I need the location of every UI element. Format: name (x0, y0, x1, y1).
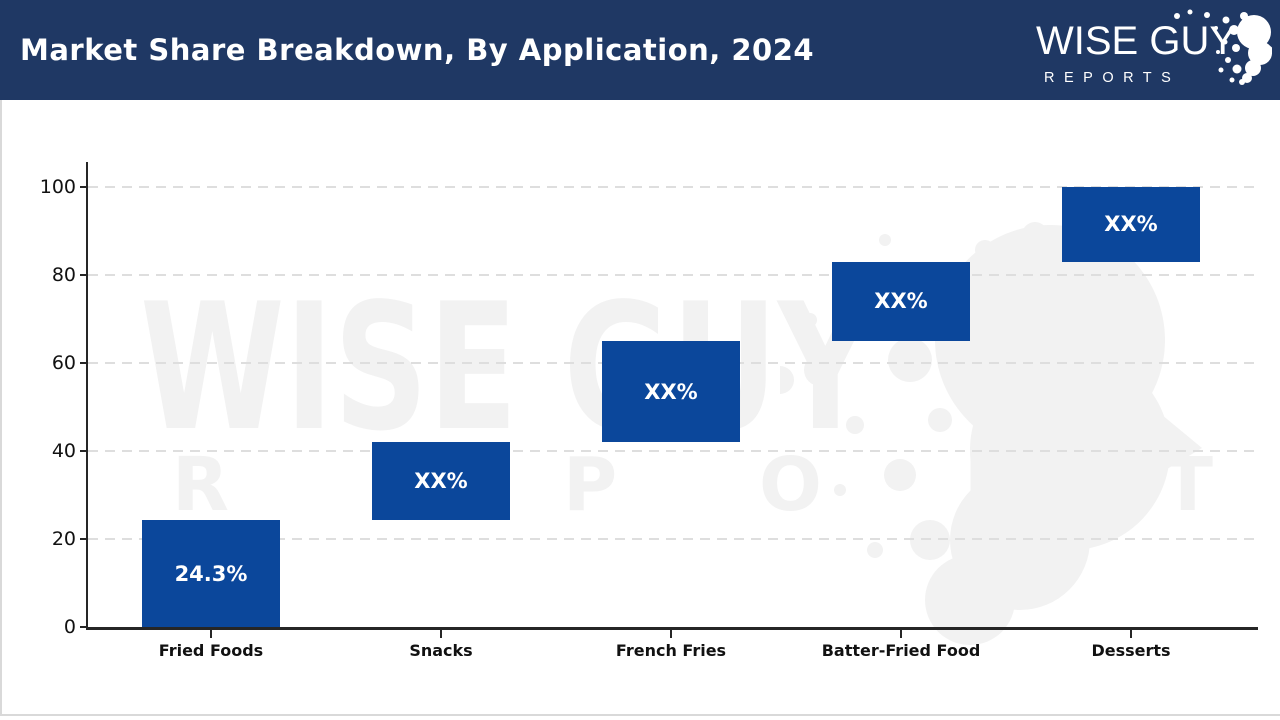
bar-value-label: XX% (414, 469, 468, 494)
bar-value-label: XX% (644, 379, 698, 404)
x-axis (86, 627, 1258, 630)
y-tick-label: 80 (51, 264, 76, 286)
x-tick-mark (1130, 630, 1132, 638)
y-tick-mark (80, 450, 88, 452)
x-tick-label: Batter-Fried Food (821, 641, 981, 660)
y-tick-mark (80, 362, 88, 364)
gridline (88, 538, 1258, 540)
y-tick-mark (80, 274, 88, 276)
y-tick-mark (80, 538, 88, 540)
bar-value-label: 24.3% (174, 561, 248, 586)
gridline (88, 450, 1258, 452)
x-tick-mark (440, 630, 442, 638)
logo-face-icon (1174, 9, 1272, 85)
y-axis (86, 162, 88, 630)
x-tick-mark (900, 630, 902, 638)
logo-secondary-text: REPORTS (1044, 70, 1180, 86)
x-tick-mark (670, 630, 672, 638)
y-tick-label: 100 (39, 176, 76, 198)
bar: 24.3% (142, 520, 280, 627)
x-tick-mark (210, 630, 212, 638)
page-title: Market Share Breakdown, By Application, … (20, 33, 815, 67)
logo-primary-text: WISE GUY (1036, 19, 1236, 63)
bottom-border (0, 714, 1280, 716)
y-tick-mark (80, 186, 88, 188)
y-tick-label: 0 (63, 616, 76, 638)
watermark-text: WISE GUY (140, 267, 873, 470)
y-tick-mark (80, 626, 88, 628)
gridline (88, 274, 1258, 276)
x-tick-label: Desserts (1091, 641, 1171, 660)
bar-value-label: XX% (1104, 212, 1158, 237)
x-tick-label: Fried Foods (158, 641, 264, 660)
bar: XX% (372, 442, 510, 521)
bar: XX% (832, 261, 970, 341)
gridline (88, 186, 1258, 188)
x-tick-label: French Fries (615, 641, 727, 660)
wiseguy-logo: WISE GUY REPORTS (1036, 9, 1272, 86)
left-border (0, 100, 2, 716)
header-bar: Market Share Breakdown, By Application, … (0, 0, 1280, 100)
bar: XX% (602, 341, 740, 443)
y-tick-label: 40 (51, 440, 76, 462)
x-tick-label: Snacks (409, 641, 473, 660)
bar: XX% (1062, 187, 1200, 262)
y-tick-label: 20 (51, 528, 76, 550)
bar-value-label: XX% (874, 289, 928, 314)
y-tick-label: 60 (51, 352, 76, 374)
